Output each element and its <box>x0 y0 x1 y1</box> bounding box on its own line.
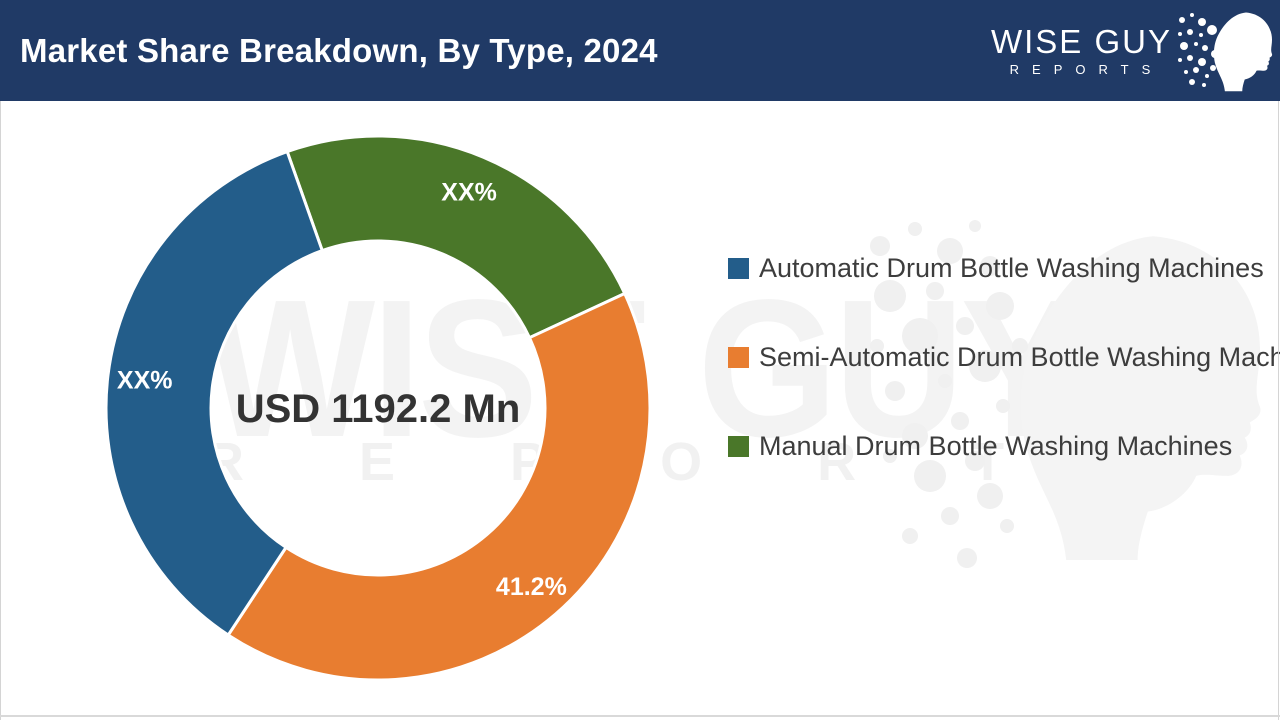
logo-face-icon <box>1178 12 1273 92</box>
left-border-rule <box>0 101 1 720</box>
segment-value-label: XX% <box>117 367 173 395</box>
legend-swatch-manual <box>728 435 749 457</box>
logo-subtitle: REPORTS <box>1009 62 1164 77</box>
donut-segment <box>285 134 627 340</box>
legend-label: Semi-Automatic Drum Bottle Washing Machi… <box>759 341 1280 372</box>
donut-center-value: USD 1192.2 Mn <box>236 387 521 431</box>
logo-name: WISE GUY <box>990 23 1172 60</box>
right-border-rule <box>1278 101 1279 720</box>
legend-item-semi-automatic: Semi-Automatic Drum Bottle Washing Machi… <box>728 336 1280 378</box>
segment-value-label: 41.2% <box>496 573 567 601</box>
legend-label: Automatic Drum Bottle Washing Machines <box>759 252 1264 283</box>
logo-text: WISE GUY REPORTS <box>990 23 1172 78</box>
legend-swatch-automatic <box>728 257 749 279</box>
donut-segment <box>104 150 324 637</box>
page-title: Market Share Breakdown, By Type, 2024 <box>20 31 658 69</box>
legend-swatch-semi-automatic <box>728 346 749 368</box>
wise-guy-logo: WISE GUY REPORTS <box>991 8 1274 94</box>
legend-label: Manual Drum Bottle Washing Machines <box>759 430 1233 461</box>
segment-value-label: XX% <box>441 178 497 206</box>
header-bar: Market Share Breakdown, By Type, 2024 WI… <box>0 0 1280 101</box>
legend-item-manual: Manual Drum Bottle Washing Machines <box>728 425 1280 467</box>
legend-item-automatic: Automatic Drum Bottle Washing Machines <box>728 247 1280 289</box>
chart-legend: Automatic Drum Bottle Washing Machines S… <box>728 247 1280 514</box>
donut-segment <box>226 291 652 682</box>
bottom-border-rule <box>0 715 1280 717</box>
donut-segments: XX% 41.2% XX% <box>104 134 652 682</box>
